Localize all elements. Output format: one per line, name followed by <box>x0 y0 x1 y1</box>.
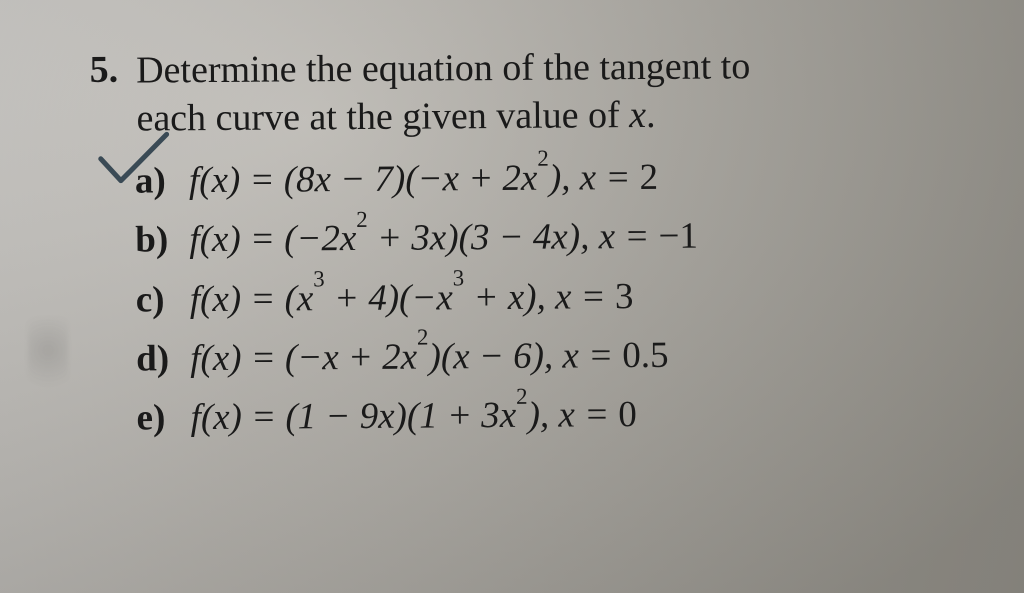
factor1: (8x − 7) <box>284 159 406 201</box>
list-item: c) f(x) = (x3 + 4)(−x3 + x), x = 3 <box>136 265 986 328</box>
items-list: a) f(x) = (8x − 7)(−x + 2x2), x = 2 b) f… <box>135 147 987 448</box>
factor2-var: x <box>436 277 453 318</box>
list-item: e) f(x) = (1 − 9x)(1 + 3x2), x = 0 <box>136 384 986 447</box>
question-number: 5. <box>72 48 118 94</box>
at-prefix: , x = <box>540 395 619 437</box>
prompt-line-1: Determine the equation of the tangent to <box>136 45 750 91</box>
factor1-prefix: (−2 <box>284 218 340 259</box>
factor2-suffix: ) <box>549 158 562 199</box>
factor2-prefix: (− <box>399 277 437 318</box>
item-label-text: a) <box>135 160 166 201</box>
factor1-suffix: + 4) <box>325 277 400 319</box>
at-prefix: , x = <box>561 157 640 199</box>
prompt-line-2-suffix: . <box>646 93 656 135</box>
factor1: (1 − 9x) <box>285 396 407 438</box>
at-value: 3 <box>615 276 634 317</box>
item-label-d: d) <box>136 330 180 388</box>
factor1-exp: 2 <box>417 325 429 350</box>
factor2-var: x <box>500 395 517 436</box>
lhs: f(x) = <box>189 160 284 202</box>
item-expression: f(x) = (−x + 2x2)(x − 6), x = 0.5 <box>190 327 669 388</box>
question-row: 5. Determine the equation of the tangent… <box>72 42 985 143</box>
prompt-line-2-prefix: each curve at the given value of <box>136 94 629 139</box>
pencil-smudge <box>28 318 68 398</box>
at-prefix: , x = <box>544 335 623 377</box>
at-value: 0.5 <box>622 335 669 376</box>
factor2-suffix: + x) <box>464 276 537 318</box>
factor1-var: x <box>401 337 418 378</box>
factor2: (x − 6) <box>441 336 544 378</box>
factor2-exp: 3 <box>453 265 465 290</box>
lhs: f(x) = <box>189 219 284 261</box>
factor1-exp: 2 <box>356 207 368 232</box>
at-value: 0 <box>618 394 637 435</box>
factor1-prefix: (−x + 2 <box>285 337 401 379</box>
lhs: f(x) = <box>190 397 285 439</box>
factor2-prefix: (1 + 3 <box>407 395 500 437</box>
lhs: f(x) = <box>190 278 285 320</box>
factor1-var: x <box>340 218 357 259</box>
factor1-suffix: ) <box>428 336 441 377</box>
factor2: (3 − 4x) <box>458 217 580 259</box>
item-expression: f(x) = (1 − 9x)(1 + 3x2), x = 0 <box>190 386 637 446</box>
list-item: b) f(x) = (−2x2 + 3x)(3 − 4x), x = −1 <box>135 206 985 269</box>
prompt-var-x: x <box>629 93 646 135</box>
factor2-suffix: ) <box>527 395 540 436</box>
at-value: 2 <box>639 157 658 198</box>
item-label-c: c) <box>136 271 180 329</box>
factor1-suffix: + 3x) <box>368 218 459 260</box>
factor2-prefix: (−x + 2 <box>405 158 521 200</box>
at-prefix: , x = <box>580 216 659 258</box>
item-expression: f(x) = (8x − 7)(−x + 2x2), x = 2 <box>189 149 659 210</box>
factor2-exp: 2 <box>516 384 528 409</box>
question-prompt: Determine the equation of the tangent to… <box>136 43 751 142</box>
at-value: −1 <box>658 216 698 257</box>
item-label-e: e) <box>136 390 180 448</box>
item-label-a: a) <box>135 152 179 210</box>
factor2-var: x <box>521 158 538 199</box>
page: 5. Determine the equation of the tangent… <box>72 42 987 448</box>
factor1-prefix: ( <box>284 278 297 319</box>
factor2-exp: 2 <box>537 146 549 171</box>
list-item: d) f(x) = (−x + 2x2)(x − 6), x = 0.5 <box>136 325 986 388</box>
lhs: f(x) = <box>190 338 285 380</box>
item-expression: f(x) = (−2x2 + 3x)(3 − 4x), x = −1 <box>189 208 698 269</box>
factor1-var: x <box>297 278 314 319</box>
factor1-exp: 3 <box>313 266 325 291</box>
item-expression: f(x) = (x3 + 4)(−x3 + x), x = 3 <box>190 268 634 328</box>
item-label-b: b) <box>135 212 179 270</box>
at-prefix: , x = <box>536 276 615 318</box>
list-item: a) f(x) = (8x − 7)(−x + 2x2), x = 2 <box>135 147 985 210</box>
